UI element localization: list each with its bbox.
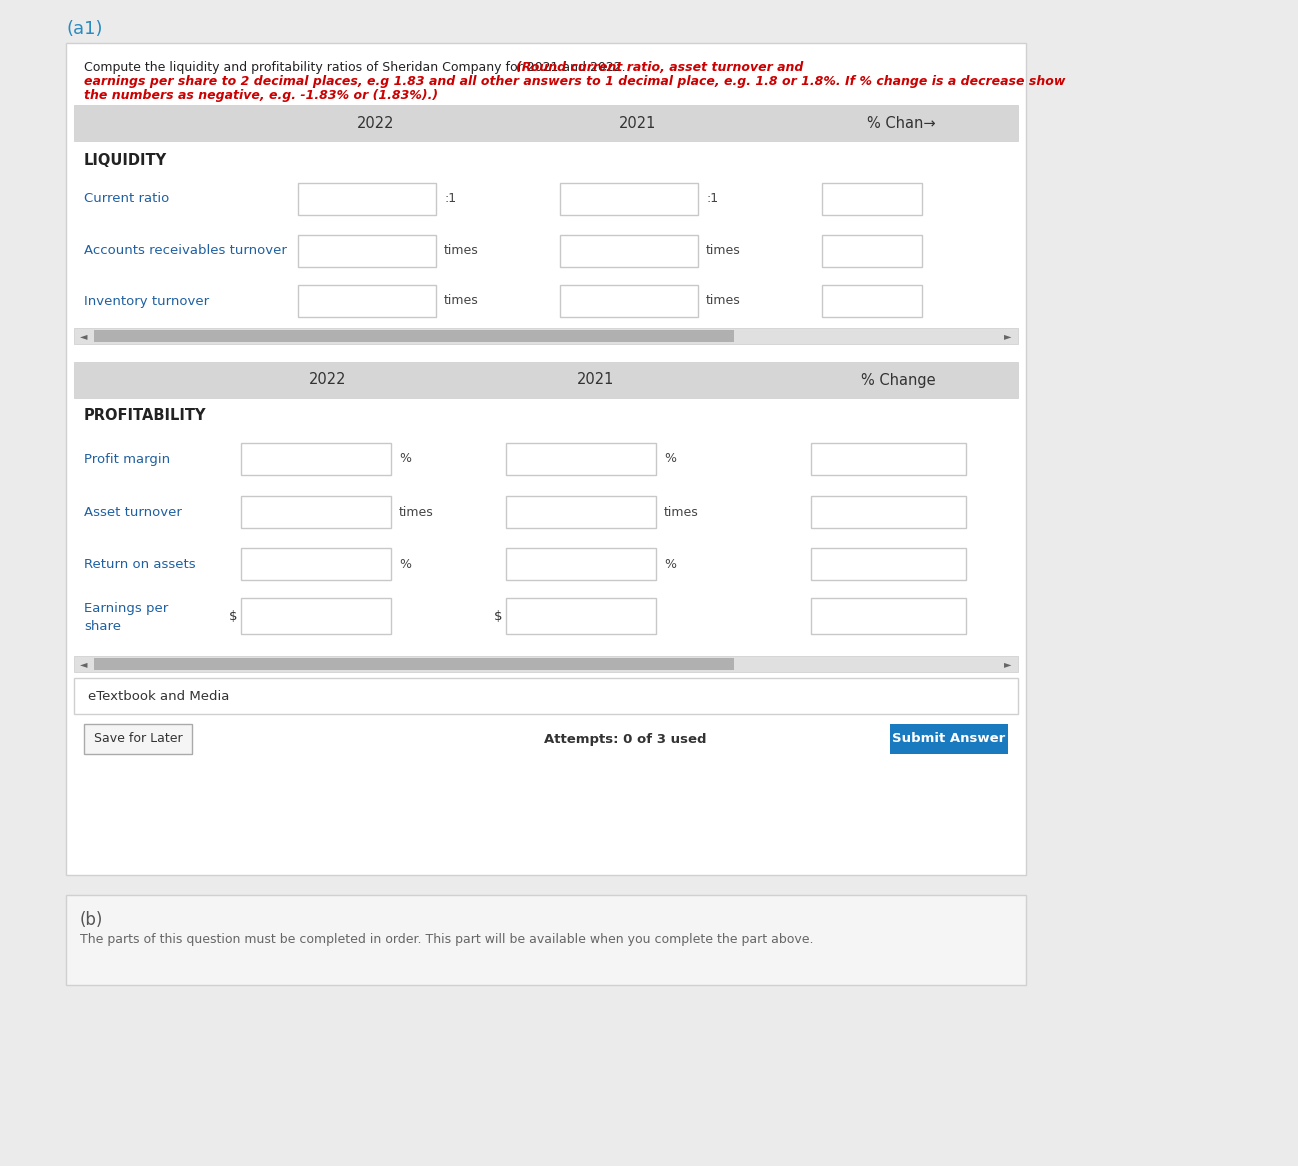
- Text: %: %: [398, 557, 411, 570]
- Text: 2022: 2022: [357, 115, 395, 131]
- Bar: [66, 43, 1025, 874]
- Text: times: times: [706, 245, 741, 258]
- Bar: [74, 656, 1018, 672]
- Bar: [559, 236, 698, 267]
- Text: :1: :1: [706, 192, 718, 205]
- Bar: [84, 724, 192, 754]
- Text: % Chan→: % Chan→: [867, 115, 936, 131]
- Text: eTextbook and Media: eTextbook and Media: [88, 689, 230, 702]
- Text: Current ratio: Current ratio: [84, 192, 169, 205]
- Bar: [890, 724, 1009, 754]
- Bar: [74, 328, 1018, 344]
- Text: Accounts receivables turnover: Accounts receivables turnover: [84, 245, 287, 258]
- Text: % Change: % Change: [862, 372, 936, 387]
- Text: ◄: ◄: [80, 331, 88, 340]
- Bar: [66, 895, 1025, 985]
- Text: The parts of this question must be completed in order. This part will be availab: The parts of this question must be compl…: [80, 933, 814, 946]
- Bar: [822, 183, 922, 215]
- Text: Attempts: 0 of 3 used: Attempts: 0 of 3 used: [544, 732, 706, 745]
- Bar: [811, 598, 966, 634]
- Bar: [506, 496, 655, 528]
- Text: $: $: [495, 610, 502, 623]
- Bar: [811, 443, 966, 475]
- Text: ◄: ◄: [80, 659, 88, 669]
- Bar: [241, 443, 391, 475]
- Text: Inventory turnover: Inventory turnover: [84, 295, 209, 308]
- Bar: [559, 183, 698, 215]
- Text: (Round current ratio, asset turnover and: (Round current ratio, asset turnover and: [517, 61, 803, 73]
- Bar: [299, 285, 436, 317]
- Bar: [74, 677, 1018, 714]
- Text: times: times: [665, 506, 698, 519]
- Text: Earnings per
share: Earnings per share: [84, 602, 169, 633]
- Text: (b): (b): [80, 911, 104, 929]
- Text: 2021: 2021: [578, 372, 615, 387]
- Bar: [74, 361, 1018, 398]
- Bar: [241, 598, 391, 634]
- Bar: [93, 658, 733, 670]
- Bar: [299, 236, 436, 267]
- Bar: [506, 598, 655, 634]
- Text: %: %: [665, 557, 676, 570]
- Bar: [241, 496, 391, 528]
- Bar: [559, 285, 698, 317]
- Text: ►: ►: [1005, 659, 1011, 669]
- Bar: [822, 236, 922, 267]
- Bar: [811, 496, 966, 528]
- Bar: [822, 285, 922, 317]
- Text: ►: ►: [1005, 331, 1011, 340]
- Text: (a1): (a1): [66, 20, 103, 38]
- Text: PROFITABILITY: PROFITABILITY: [84, 408, 206, 423]
- Bar: [299, 183, 436, 215]
- Text: times: times: [706, 295, 741, 308]
- Text: Submit Answer: Submit Answer: [893, 732, 1006, 745]
- Text: Profit margin: Profit margin: [84, 452, 170, 465]
- Text: 2021: 2021: [619, 115, 657, 131]
- Text: Return on assets: Return on assets: [84, 557, 196, 570]
- Text: 2022: 2022: [309, 372, 347, 387]
- Text: Save for Later: Save for Later: [93, 732, 182, 745]
- Bar: [811, 548, 966, 580]
- Bar: [74, 105, 1018, 141]
- Text: %: %: [398, 452, 411, 465]
- Text: times: times: [398, 506, 434, 519]
- Text: earnings per share to 2 decimal places, e.g 1.83 and all other answers to 1 deci: earnings per share to 2 decimal places, …: [84, 75, 1066, 87]
- Text: %: %: [665, 452, 676, 465]
- Text: Compute the liquidity and profitability ratios of Sheridan Company for 2021 and : Compute the liquidity and profitability …: [84, 61, 630, 73]
- Bar: [241, 548, 391, 580]
- Text: :1: :1: [444, 192, 456, 205]
- Bar: [93, 330, 733, 342]
- Text: the numbers as negative, e.g. -1.83% or (1.83%).): the numbers as negative, e.g. -1.83% or …: [84, 89, 439, 101]
- Text: $: $: [228, 610, 238, 623]
- Bar: [506, 548, 655, 580]
- Text: times: times: [444, 295, 479, 308]
- Text: times: times: [444, 245, 479, 258]
- Bar: [506, 443, 655, 475]
- Text: LIQUIDITY: LIQUIDITY: [84, 153, 167, 168]
- Text: Asset turnover: Asset turnover: [84, 506, 182, 519]
